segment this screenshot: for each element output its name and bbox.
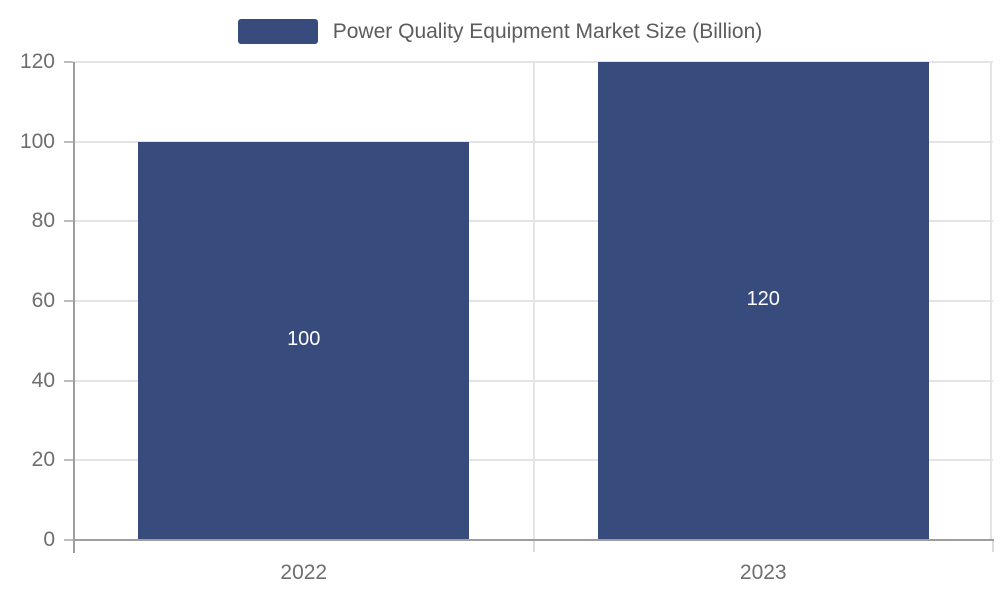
gridline-x-1 bbox=[532, 62, 535, 540]
y-axis-label: 20 bbox=[31, 448, 55, 472]
y-axis-label: 40 bbox=[31, 368, 55, 392]
y-tick-mark bbox=[64, 539, 73, 541]
y-axis-label: 0 bbox=[43, 528, 55, 551]
bar-value-label: 120 bbox=[746, 288, 780, 310]
x-axis-line bbox=[73, 539, 994, 541]
bar-2022[interactable]: 100 bbox=[138, 141, 470, 540]
x-axis-label: 2022 bbox=[280, 561, 328, 584]
bar-value-label: 100 bbox=[287, 327, 321, 350]
x-axis-label: 2023 bbox=[739, 561, 787, 584]
plot-area: 100 120 bbox=[74, 61, 993, 540]
x-tick-mark bbox=[532, 541, 535, 552]
y-axis-line bbox=[73, 62, 75, 553]
x-tick-mark bbox=[992, 541, 994, 552]
y-axis-label: 60 bbox=[31, 289, 55, 312]
y-axis-label: 100 bbox=[19, 129, 55, 153]
y-tick-mark bbox=[64, 379, 73, 382]
y-tick-mark bbox=[64, 220, 73, 223]
y-axis-label: 120 bbox=[19, 50, 55, 73]
y-axis-label: 80 bbox=[31, 209, 55, 233]
legend-label: Power Quality Equipment Market Size (Bil… bbox=[332, 19, 763, 43]
gridline-x-2 bbox=[990, 62, 992, 540]
y-tick-mark bbox=[64, 300, 73, 302]
y-tick-mark bbox=[64, 61, 73, 63]
bar-2023[interactable]: 120 bbox=[597, 62, 929, 540]
legend[interactable]: Power Quality Equipment Market Size (Bil… bbox=[0, 19, 1000, 44]
legend-swatch bbox=[237, 19, 318, 44]
y-tick-mark bbox=[64, 459, 73, 462]
y-tick-mark bbox=[64, 140, 73, 143]
